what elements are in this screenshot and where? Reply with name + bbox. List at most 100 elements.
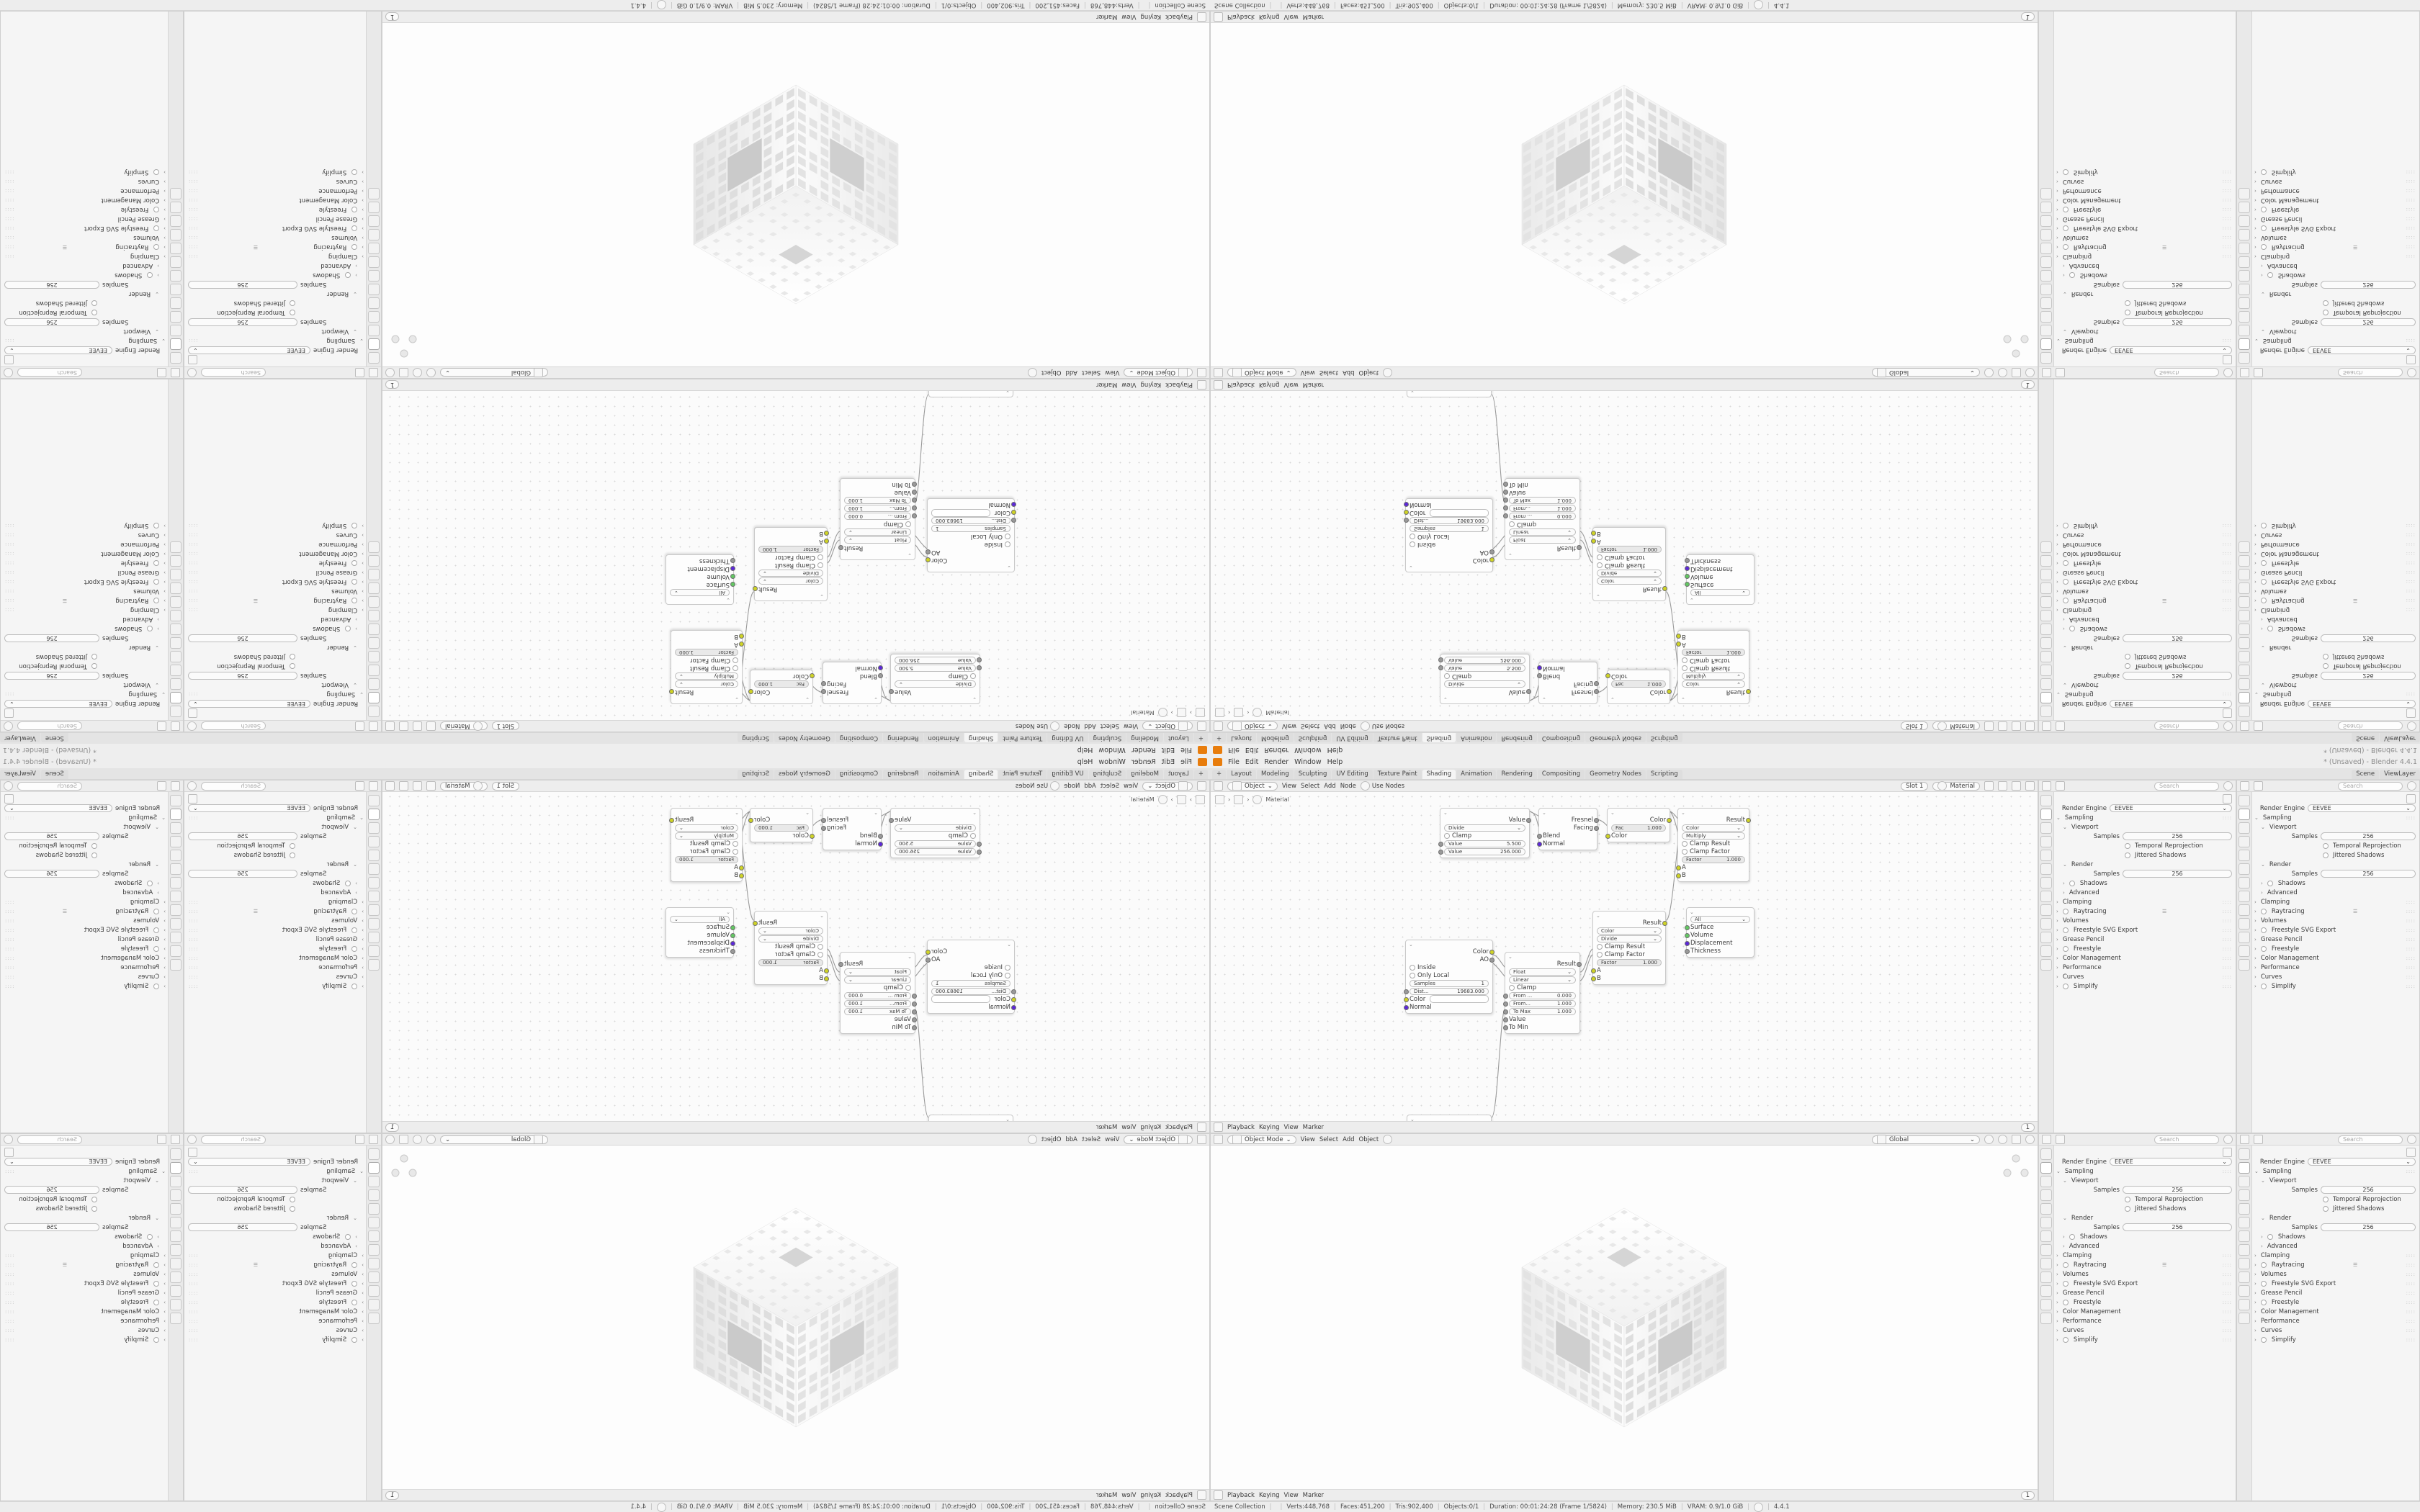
- workspace-tab-sculpting[interactable]: Sculpting: [1294, 770, 1332, 779]
- chevron-icon[interactable]: ⌄: [2056, 338, 2061, 344]
- properties-header[interactable]: Search: [184, 720, 381, 732]
- samples-value-field[interactable]: 256: [2321, 1186, 2416, 1194]
- unlink-icon[interactable]: [399, 721, 408, 731]
- object-icon[interactable]: [170, 877, 182, 888]
- socket-gray[interactable]: [1503, 482, 1508, 487]
- property-section-color-management[interactable]: › Color Management::::: [2254, 549, 2416, 559]
- checkbox-wrapper[interactable]: Jittered Shadows: [2323, 300, 2384, 307]
- socket-gray[interactable]: [1438, 657, 1443, 662]
- property-section-curves[interactable]: › Curves::::: [4, 1326, 166, 1335]
- node-checkbox-row[interactable]: Clamp: [1505, 984, 1579, 991]
- chevron-icon[interactable]: ⌄: [155, 682, 159, 688]
- scene-icon[interactable]: [2238, 651, 2250, 662]
- property-section-freestyle[interactable]: › Freestyle::::: [2056, 944, 2232, 953]
- socket-vector[interactable]: [1685, 566, 1690, 571]
- globe-icon[interactable]: [656, 1502, 666, 1512]
- checkbox-row-jittered-shadows[interactable]: Jittered Shadows: [4, 850, 166, 860]
- workspace-tab-sculpting[interactable]: Sculpting: [1088, 733, 1126, 742]
- chevron-icon[interactable]: ⌄: [155, 861, 159, 868]
- node-mix-multiply[interactable]: ⌄ Result Color ⌄ Multiply ⌄ Clamp Result Clamp …: [669, 630, 744, 704]
- menu-view[interactable]: View: [1283, 381, 1299, 389]
- material-icon[interactable]: [2238, 541, 2250, 553]
- socket-green[interactable]: [730, 582, 735, 587]
- property-section-color-management[interactable]: › Color Management::::: [2254, 196, 2416, 205]
- current-frame-field[interactable]: 1: [385, 1490, 400, 1500]
- property-section-freestyle[interactable]: › Freestyle::::: [2056, 559, 2232, 568]
- radio-icon[interactable]: [2260, 983, 2267, 989]
- view-layer-icon[interactable]: [170, 836, 182, 847]
- node-color-fac[interactable]: ⌄ Color Fac 1.000 Color: [748, 670, 815, 704]
- menu-keying[interactable]: Keying: [1258, 1123, 1280, 1131]
- drag-dots-icon[interactable]: ::::: [2222, 235, 2232, 241]
- node-checkbox-row-0[interactable]: Clamp Result: [671, 840, 742, 847]
- chevron-icon[interactable]: ›: [2254, 244, 2257, 251]
- menu-select[interactable]: Select: [1081, 1135, 1101, 1143]
- socket-yellow[interactable]: [739, 642, 744, 647]
- socket-gray[interactable]: [1526, 818, 1531, 823]
- samples-value-field[interactable]: 256: [188, 1186, 297, 1194]
- menu-marker[interactable]: Marker: [1302, 1123, 1325, 1131]
- node-dropdown[interactable]: Linear ⌄: [844, 528, 911, 536]
- chevron-icon[interactable]: ›: [2254, 532, 2257, 539]
- radio-icon[interactable]: [1682, 665, 1688, 672]
- pin-icon[interactable]: [2025, 781, 2035, 791]
- node-value-field[interactable]: Factor 1.000: [675, 649, 738, 657]
- render-icon[interactable]: [2040, 1162, 2052, 1174]
- node-checkbox-row[interactable]: Clamp: [1440, 832, 1529, 840]
- drag-dots-icon[interactable]: ::::: [2406, 917, 2416, 924]
- physics-icon[interactable]: [2238, 582, 2250, 594]
- properties-editor-icon[interactable]: [171, 721, 180, 731]
- properties-editor-icon[interactable]: [171, 1135, 180, 1144]
- radio-icon[interactable]: [2260, 1336, 2267, 1343]
- property-section-volumes[interactable]: › Volumes::::: [188, 233, 364, 243]
- property-section-advanced[interactable]: › Advanced: [2254, 615, 2416, 624]
- chevron-icon[interactable]: ›: [163, 927, 166, 933]
- object-icon[interactable]: [2238, 1230, 2250, 1242]
- menu-add[interactable]: Add: [1084, 722, 1096, 730]
- property-section-curves[interactable]: › Curves::::: [4, 531, 166, 540]
- modifier-icon[interactable]: [170, 1244, 182, 1256]
- tool-icon[interactable]: [2040, 795, 2052, 806]
- constraints-icon[interactable]: [2238, 1285, 2250, 1297]
- current-frame-field[interactable]: 1: [385, 12, 400, 22]
- chevron-icon[interactable]: ›: [2056, 579, 2058, 585]
- property-section-render[interactable]: ⌄ Render: [2056, 643, 2232, 652]
- chevron-icon[interactable]: ›: [2056, 216, 2058, 222]
- samples-value-field[interactable]: 256: [2123, 832, 2232, 840]
- properties-header[interactable]: Search: [2039, 780, 2236, 792]
- property-section-raytracing[interactable]: › Raytracing ☰::::: [2056, 1260, 2232, 1269]
- node-checkbox-row[interactable]: Clamp: [1505, 521, 1579, 528]
- radio-icon[interactable]: [2260, 169, 2267, 176]
- radio-icon[interactable]: [1597, 554, 1603, 561]
- radio-icon[interactable]: [91, 842, 97, 849]
- property-section-render[interactable]: ⌄ Render: [4, 860, 166, 869]
- socket-yellow[interactable]: [926, 950, 931, 955]
- render-engine-row[interactable]: Render Engine EEVEE ⌄: [2056, 346, 2232, 355]
- property-section-raytracing[interactable]: › Raytracing ☰::::: [188, 243, 364, 252]
- radio-icon[interactable]: [91, 1196, 97, 1202]
- property-section-raytracing[interactable]: › Raytracing ☰::::: [4, 243, 166, 252]
- samples-row[interactable]: Samples 256: [2056, 318, 2232, 327]
- property-section-viewport[interactable]: ⌄ Viewport: [188, 1176, 364, 1185]
- node-value-field[interactable]: Factor 1.000: [1682, 855, 1745, 863]
- object-icon[interactable]: [368, 877, 380, 888]
- checkbox-wrapper[interactable]: Temporal Reprojection: [19, 663, 97, 670]
- chevron-icon[interactable]: ›: [2254, 1327, 2257, 1333]
- tool-icon[interactable]: [170, 352, 182, 364]
- menu-add[interactable]: Add: [1343, 369, 1355, 377]
- samples-value-field[interactable]: 256: [2321, 832, 2416, 840]
- properties-tab-column[interactable]: [168, 379, 183, 720]
- workspace-tab-geometry-nodes[interactable]: Geometry Nodes: [774, 770, 835, 779]
- drag-dots-icon[interactable]: ::::: [4, 541, 14, 548]
- property-section-sampling[interactable]: ⌄ Sampling::::: [188, 1166, 364, 1176]
- drag-dots-icon[interactable]: ::::: [2222, 588, 2232, 595]
- samples-value-field[interactable]: 256: [188, 1223, 297, 1231]
- drag-dots-icon[interactable]: ::::: [4, 253, 14, 260]
- socket-green[interactable]: [730, 925, 735, 930]
- chevron-icon[interactable]: ›: [163, 1252, 166, 1259]
- node-checkbox-row-1[interactable]: Only Local: [928, 971, 1014, 979]
- property-section-shadows[interactable]: › Shadows: [4, 624, 166, 634]
- menu-bar[interactable]: File Edit Render Window Help * (Unsaved) - Bl…: [0, 756, 1210, 769]
- property-section-grease-pencil[interactable]: › Grease Pencil::::: [188, 568, 364, 577]
- socket-yellow[interactable]: [1011, 510, 1016, 515]
